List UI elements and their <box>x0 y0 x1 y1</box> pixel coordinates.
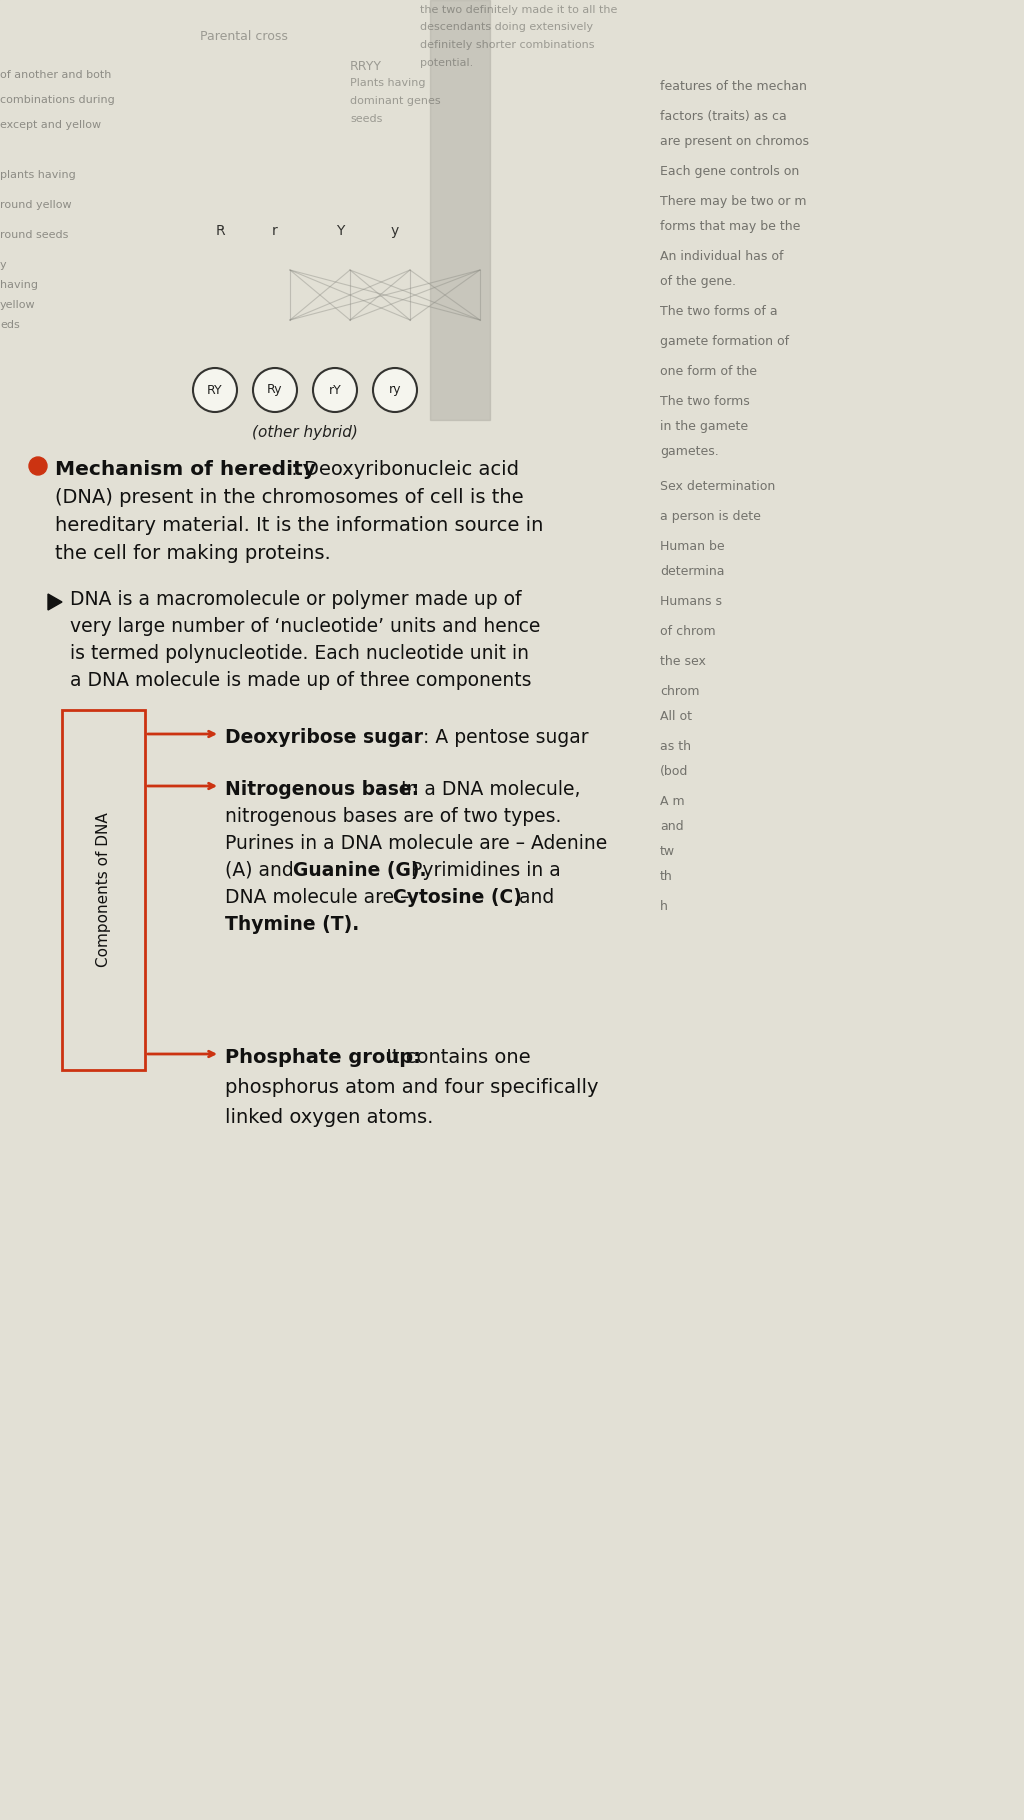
Text: Guanine (G).: Guanine (G). <box>293 861 427 881</box>
Text: dominant genes: dominant genes <box>350 96 440 106</box>
Text: h: h <box>660 901 668 914</box>
Text: tw: tw <box>660 844 675 857</box>
Text: Purines in a DNA molecule are – Adenine: Purines in a DNA molecule are – Adenine <box>225 834 607 854</box>
Text: nitrogenous bases are of two types.: nitrogenous bases are of two types. <box>225 806 561 826</box>
Text: a DNA molecule is made up of three components: a DNA molecule is made up of three compo… <box>70 672 531 690</box>
Text: RY: RY <box>207 384 223 397</box>
Text: RRYY: RRYY <box>350 60 382 73</box>
Text: Cytosine (C): Cytosine (C) <box>393 888 522 906</box>
Text: Pyrimidines in a: Pyrimidines in a <box>406 861 561 881</box>
Text: yellow: yellow <box>0 300 36 309</box>
Text: the two definitely made it to all the: the two definitely made it to all the <box>420 5 617 15</box>
Text: phosphorus atom and four specifically: phosphorus atom and four specifically <box>225 1077 598 1097</box>
Text: are present on chromos: are present on chromos <box>660 135 809 147</box>
Text: and: and <box>513 888 554 906</box>
Bar <box>62 710 145 1070</box>
Text: Parental cross: Parental cross <box>200 29 288 44</box>
Text: Mechanism of heredity: Mechanism of heredity <box>55 460 315 479</box>
Text: seeds: seeds <box>350 115 382 124</box>
Text: of chrom: of chrom <box>660 624 716 639</box>
Text: Sex determination: Sex determination <box>660 480 775 493</box>
Circle shape <box>253 368 297 411</box>
Text: round seeds: round seeds <box>0 229 69 240</box>
Text: forms that may be the: forms that may be the <box>660 220 801 233</box>
Text: very large number of ‘nucleotide’ units and hence: very large number of ‘nucleotide’ units … <box>70 617 541 635</box>
Text: except and yellow: except and yellow <box>0 120 101 129</box>
Circle shape <box>373 368 417 411</box>
Text: and: and <box>660 821 684 834</box>
Text: eds: eds <box>0 320 19 329</box>
Text: one form of the: one form of the <box>660 366 757 379</box>
Text: the sex: the sex <box>660 655 706 668</box>
Text: All ot: All ot <box>660 710 692 723</box>
Text: a person is dete: a person is dete <box>660 510 761 522</box>
Text: is termed polynucleotide. Each nucleotide unit in: is termed polynucleotide. Each nucleotid… <box>70 644 529 662</box>
Text: Humans s: Humans s <box>660 595 722 608</box>
Text: combinations during: combinations during <box>0 95 115 106</box>
Text: gamete formation of: gamete formation of <box>660 335 790 348</box>
Text: An individual has of: An individual has of <box>660 249 783 264</box>
Polygon shape <box>48 593 62 610</box>
Text: y: y <box>391 224 399 238</box>
Text: the cell for making proteins.: the cell for making proteins. <box>55 544 331 562</box>
Text: determina: determina <box>660 564 725 579</box>
Text: The two forms of a: The two forms of a <box>660 306 777 318</box>
Circle shape <box>313 368 357 411</box>
Text: gametes.: gametes. <box>660 446 719 459</box>
Text: Human be: Human be <box>660 541 725 553</box>
Text: Each gene controls on: Each gene controls on <box>660 166 800 178</box>
Text: factors (traits) as ca: factors (traits) as ca <box>660 109 786 124</box>
Text: ry: ry <box>389 384 401 397</box>
Text: Y: Y <box>336 224 344 238</box>
Text: : Deoxyribonucleic acid: : Deoxyribonucleic acid <box>285 460 519 479</box>
Text: A m: A m <box>660 795 685 808</box>
Text: potential.: potential. <box>420 58 473 67</box>
Text: in the gamete: in the gamete <box>660 420 749 433</box>
Text: Nitrogenous base:: Nitrogenous base: <box>225 781 419 799</box>
Text: descendants doing extensively: descendants doing extensively <box>420 22 593 33</box>
Text: DNA is a macromolecule or polymer made up of: DNA is a macromolecule or polymer made u… <box>70 590 521 610</box>
Text: th: th <box>660 870 673 883</box>
Text: features of the mechan: features of the mechan <box>660 80 807 93</box>
Text: chrom: chrom <box>660 684 699 699</box>
Text: : A pentose sugar: : A pentose sugar <box>417 728 589 746</box>
Circle shape <box>193 368 237 411</box>
Text: hereditary material. It is the information source in: hereditary material. It is the informati… <box>55 517 544 535</box>
Text: (other hybrid): (other hybrid) <box>252 426 358 440</box>
Text: Thymine (T).: Thymine (T). <box>225 915 359 934</box>
Text: of the gene.: of the gene. <box>660 275 736 288</box>
Text: There may be two or m: There may be two or m <box>660 195 807 207</box>
Text: Ry: Ry <box>267 384 283 397</box>
Text: (A) and: (A) and <box>225 861 300 881</box>
Text: having: having <box>0 280 38 289</box>
Text: Plants having: Plants having <box>350 78 426 87</box>
Text: In a DNA molecule,: In a DNA molecule, <box>395 781 581 799</box>
Text: linked oxygen atoms.: linked oxygen atoms. <box>225 1108 433 1127</box>
Text: DNA molecule are –: DNA molecule are – <box>225 888 416 906</box>
Text: The two forms: The two forms <box>660 395 750 408</box>
Text: It contains one: It contains one <box>380 1048 530 1067</box>
Text: Deoxyribose sugar: Deoxyribose sugar <box>225 728 423 746</box>
Text: Phosphate group:: Phosphate group: <box>225 1048 421 1067</box>
Circle shape <box>29 457 47 475</box>
Text: round yellow: round yellow <box>0 200 72 209</box>
Text: definitely shorter combinations: definitely shorter combinations <box>420 40 595 49</box>
Text: rY: rY <box>329 384 341 397</box>
Text: r: r <box>272 224 278 238</box>
Text: (bod: (bod <box>660 764 688 777</box>
Text: y: y <box>0 260 6 269</box>
Text: R: R <box>215 224 225 238</box>
Bar <box>430 0 490 420</box>
Text: as th: as th <box>660 741 691 753</box>
Text: (DNA) present in the chromosomes of cell is the: (DNA) present in the chromosomes of cell… <box>55 488 523 508</box>
Text: Components of DNA: Components of DNA <box>96 812 111 968</box>
Text: plants having: plants having <box>0 169 76 180</box>
Text: of another and both: of another and both <box>0 69 112 80</box>
